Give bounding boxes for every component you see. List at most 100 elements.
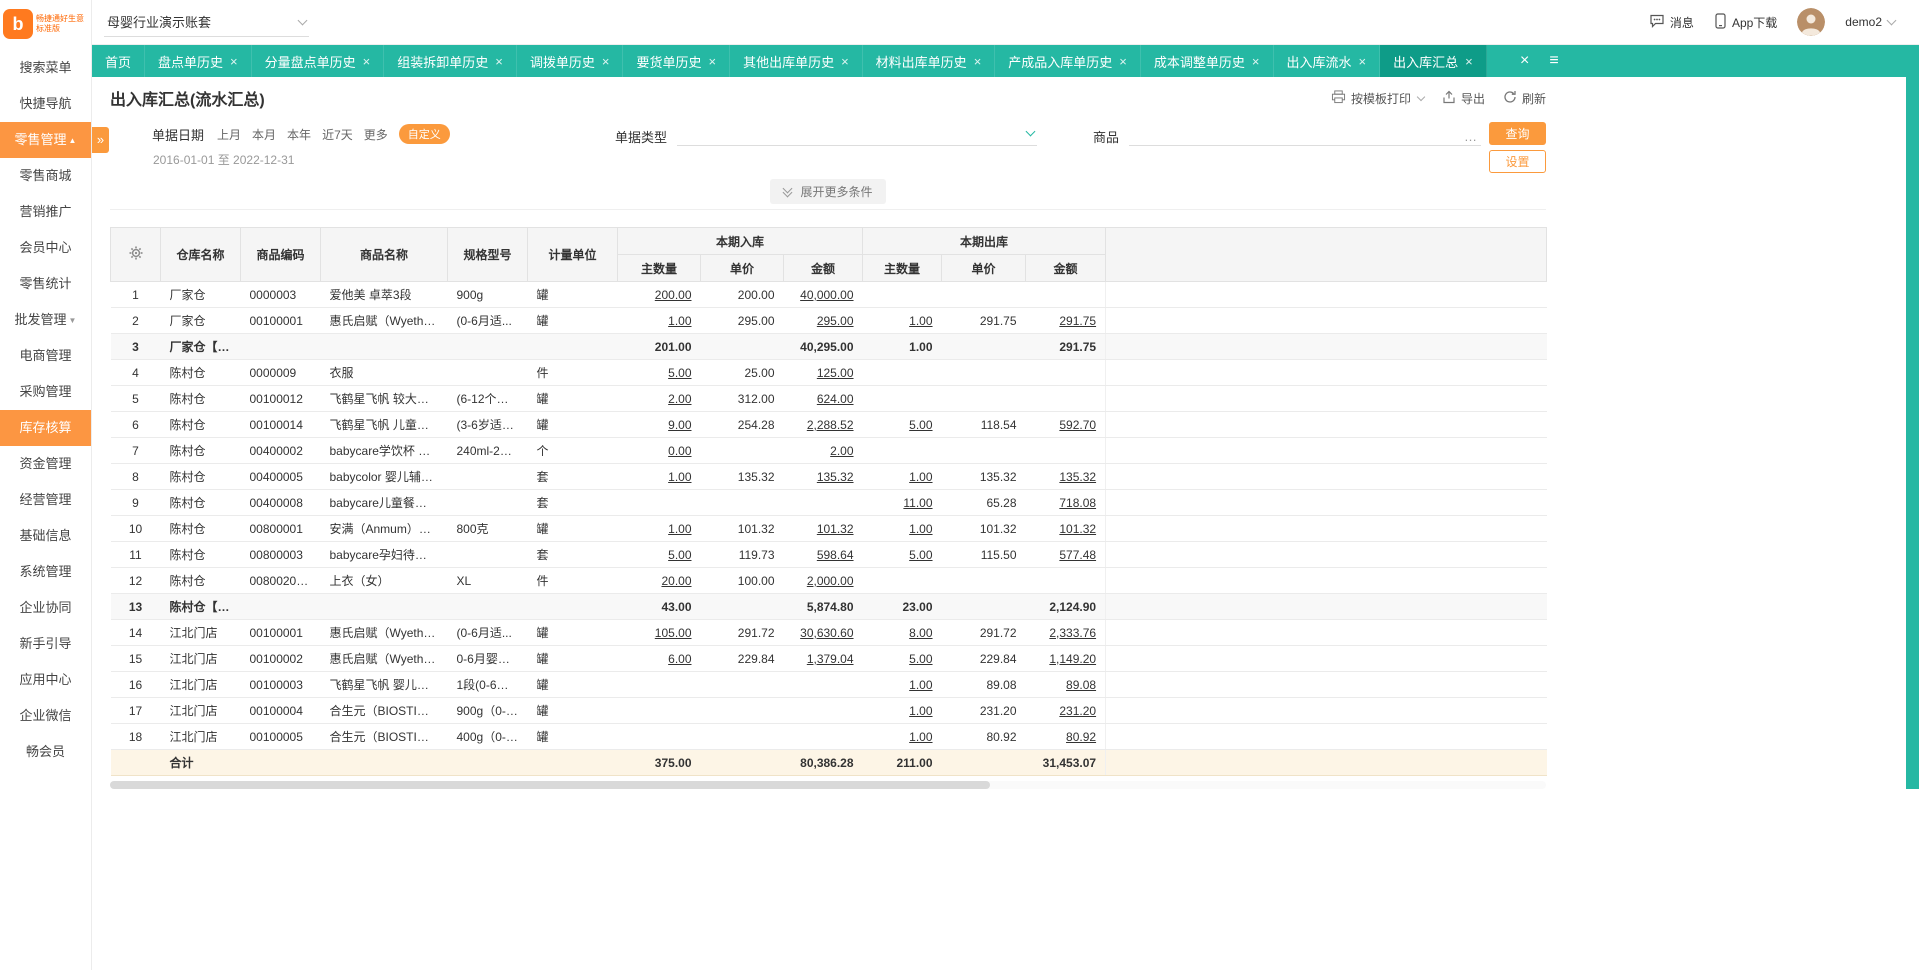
account-select[interactable]: 母婴行业演示账套 (104, 7, 309, 37)
cell-out-amount[interactable]: 80.92 (1025, 723, 1106, 750)
column-header[interactable]: 规格型号 (447, 227, 528, 282)
cell-in-qty[interactable]: 1.00 (617, 463, 701, 490)
cell-in-qty[interactable]: 5.00 (617, 541, 701, 568)
custom-date-badge[interactable]: 自定义 (398, 124, 450, 144)
tab-close-icon[interactable]: × (230, 53, 238, 69)
tab-close-icon[interactable]: × (1251, 53, 1260, 69)
cell-in-qty[interactable]: 1.00 (617, 515, 701, 542)
cell-out-amount[interactable]: 135.32 (1025, 463, 1106, 490)
cell-in-qty[interactable]: 105.00 (617, 619, 701, 646)
cell-out-amount[interactable]: 231.20 (1025, 697, 1106, 724)
cell-in-amount[interactable]: 624.00 (783, 385, 863, 412)
tab-close-icon[interactable]: × (1358, 53, 1367, 69)
cell-in-amount[interactable]: 2,288.52 (783, 411, 863, 438)
refresh-button[interactable]: 刷新 (1503, 90, 1546, 107)
column-header[interactable]: 计量单位 (527, 227, 618, 282)
sidebar-item[interactable]: 零售统计 (19, 276, 72, 291)
tab[interactable]: 组装拆卸单历史 × (384, 45, 517, 77)
cell-in-amount[interactable]: 101.32 (783, 515, 863, 542)
cell-out-amount[interactable]: 577.48 (1025, 541, 1106, 568)
column-header[interactable]: 仓库名称 (160, 227, 241, 282)
cell-out-amount[interactable]: 1,149.20 (1025, 645, 1106, 672)
sidebar-item[interactable]: 库存核算 (0, 410, 91, 446)
sidebar-item[interactable]: 应用中心 (19, 672, 72, 687)
tab[interactable]: 调拨单历史 × (517, 45, 624, 77)
date-range-value[interactable]: 2016-01-01 至 2022-12-31 (153, 153, 295, 167)
filter-collapse-button[interactable]: » (92, 127, 109, 153)
sidebar-item[interactable]: 零售商城 (19, 168, 72, 183)
sidebar-item[interactable]: 新手引导 (19, 636, 72, 651)
tab-close-icon[interactable]: × (1119, 53, 1127, 69)
vertical-scrollbar[interactable] (1906, 77, 1919, 789)
avatar[interactable] (1797, 8, 1826, 36)
cell-out-amount[interactable]: 101.32 (1025, 515, 1106, 542)
search-button[interactable]: 查询 (1489, 122, 1546, 145)
sidebar-item[interactable]: 搜索菜单 (19, 60, 72, 75)
cell-in-qty[interactable]: 0.00 (617, 437, 701, 464)
cell-out-qty[interactable]: 1.00 (862, 697, 942, 724)
cell-in-amount[interactable]: 2,000.00 (783, 567, 863, 594)
column-subheader[interactable]: 金额 (782, 254, 864, 282)
cell-in-qty[interactable]: 2.00 (617, 385, 701, 412)
column-header[interactable]: 商品名称 (320, 227, 448, 282)
tab[interactable]: 要货单历史 × (623, 45, 731, 77)
cell-out-amount[interactable]: 291.75 (1025, 307, 1106, 334)
sidebar-item[interactable]: 系统管理 (19, 564, 72, 579)
date-option[interactable]: 本年 (287, 127, 312, 142)
cell-out-qty[interactable]: 1.00 (862, 671, 942, 698)
sidebar-item[interactable]: 营销推广 (19, 204, 72, 219)
sidebar-item[interactable]: 零售管理 ▲ (0, 122, 91, 158)
tab-close-icon[interactable]: × (1465, 53, 1473, 69)
cell-in-amount[interactable]: 40,000.00 (783, 281, 863, 308)
tab-list-icon[interactable]: ≡ (1549, 52, 1559, 69)
scrollbar-thumb[interactable] (110, 781, 990, 789)
cell-in-qty[interactable]: 200.00 (617, 281, 701, 308)
sidebar-item[interactable]: 经营管理 (19, 492, 72, 507)
print-by-template-button[interactable]: 按模板打印 (1331, 89, 1426, 107)
sidebar-item[interactable]: 企业微信 (19, 708, 72, 723)
cell-in-qty[interactable]: 5.00 (617, 359, 701, 386)
sidebar-item[interactable]: 资金管理 (19, 456, 72, 471)
sidebar-item[interactable]: 畅会员 (25, 744, 65, 759)
date-option[interactable]: 本月 (252, 127, 277, 142)
cell-out-amount[interactable]: 89.08 (1025, 671, 1106, 698)
cell-out-qty[interactable]: 5.00 (862, 645, 942, 672)
column-subheader[interactable]: 主数量 (862, 254, 943, 282)
column-subheader[interactable]: 单价 (700, 254, 784, 282)
messages-button[interactable]: 消息 (1649, 13, 1694, 31)
horizontal-scrollbar[interactable] (110, 781, 1546, 789)
sidebar-item[interactable]: 企业协同 (19, 600, 72, 615)
tab[interactable]: 分量盘点单历史 × (252, 45, 385, 77)
cell-out-qty[interactable]: 5.00 (862, 411, 942, 438)
app-download-button[interactable]: App下载 (1714, 12, 1777, 32)
sidebar-item[interactable]: 批发管理 ▼ (14, 312, 77, 327)
cell-out-qty[interactable]: 8.00 (862, 619, 942, 646)
column-settings-gear-icon[interactable] (110, 227, 161, 282)
tab[interactable]: 其他出库单历史 × (730, 45, 863, 77)
sidebar-item[interactable]: 电商管理 (19, 348, 72, 363)
tab[interactable]: 成本调整单历史 × (1141, 45, 1274, 77)
cell-in-amount[interactable]: 295.00 (783, 307, 863, 334)
settings-button[interactable]: 设置 (1489, 150, 1546, 173)
export-button[interactable]: 导出 (1442, 90, 1485, 107)
doc-type-select[interactable] (677, 126, 1038, 146)
cell-in-amount[interactable]: 2.00 (783, 437, 863, 464)
date-option[interactable]: 上月 (217, 127, 242, 142)
tab-close-icon[interactable]: × (601, 53, 610, 69)
cell-in-qty[interactable]: 20.00 (617, 567, 701, 594)
tab[interactable]: 首页 (92, 45, 146, 77)
column-subheader[interactable]: 单价 (941, 254, 1027, 282)
sidebar-item[interactable]: 会员中心 (19, 240, 72, 255)
cell-out-amount[interactable]: 718.08 (1025, 489, 1106, 516)
column-subheader[interactable]: 主数量 (617, 254, 701, 282)
cell-in-qty[interactable]: 9.00 (617, 411, 701, 438)
sidebar-item[interactable]: 基础信息 (19, 528, 72, 543)
close-all-tabs-icon[interactable]: × (1520, 52, 1530, 69)
date-option[interactable]: 近7天 (322, 127, 353, 142)
cell-out-amount[interactable]: 2,333.76 (1025, 619, 1106, 646)
cell-out-qty[interactable]: 5.00 (862, 541, 942, 568)
cell-in-qty[interactable]: 6.00 (617, 645, 701, 672)
date-option[interactable]: 更多 (363, 127, 388, 142)
cell-in-amount[interactable]: 125.00 (783, 359, 863, 386)
user-menu[interactable]: demo2 (1845, 15, 1897, 29)
